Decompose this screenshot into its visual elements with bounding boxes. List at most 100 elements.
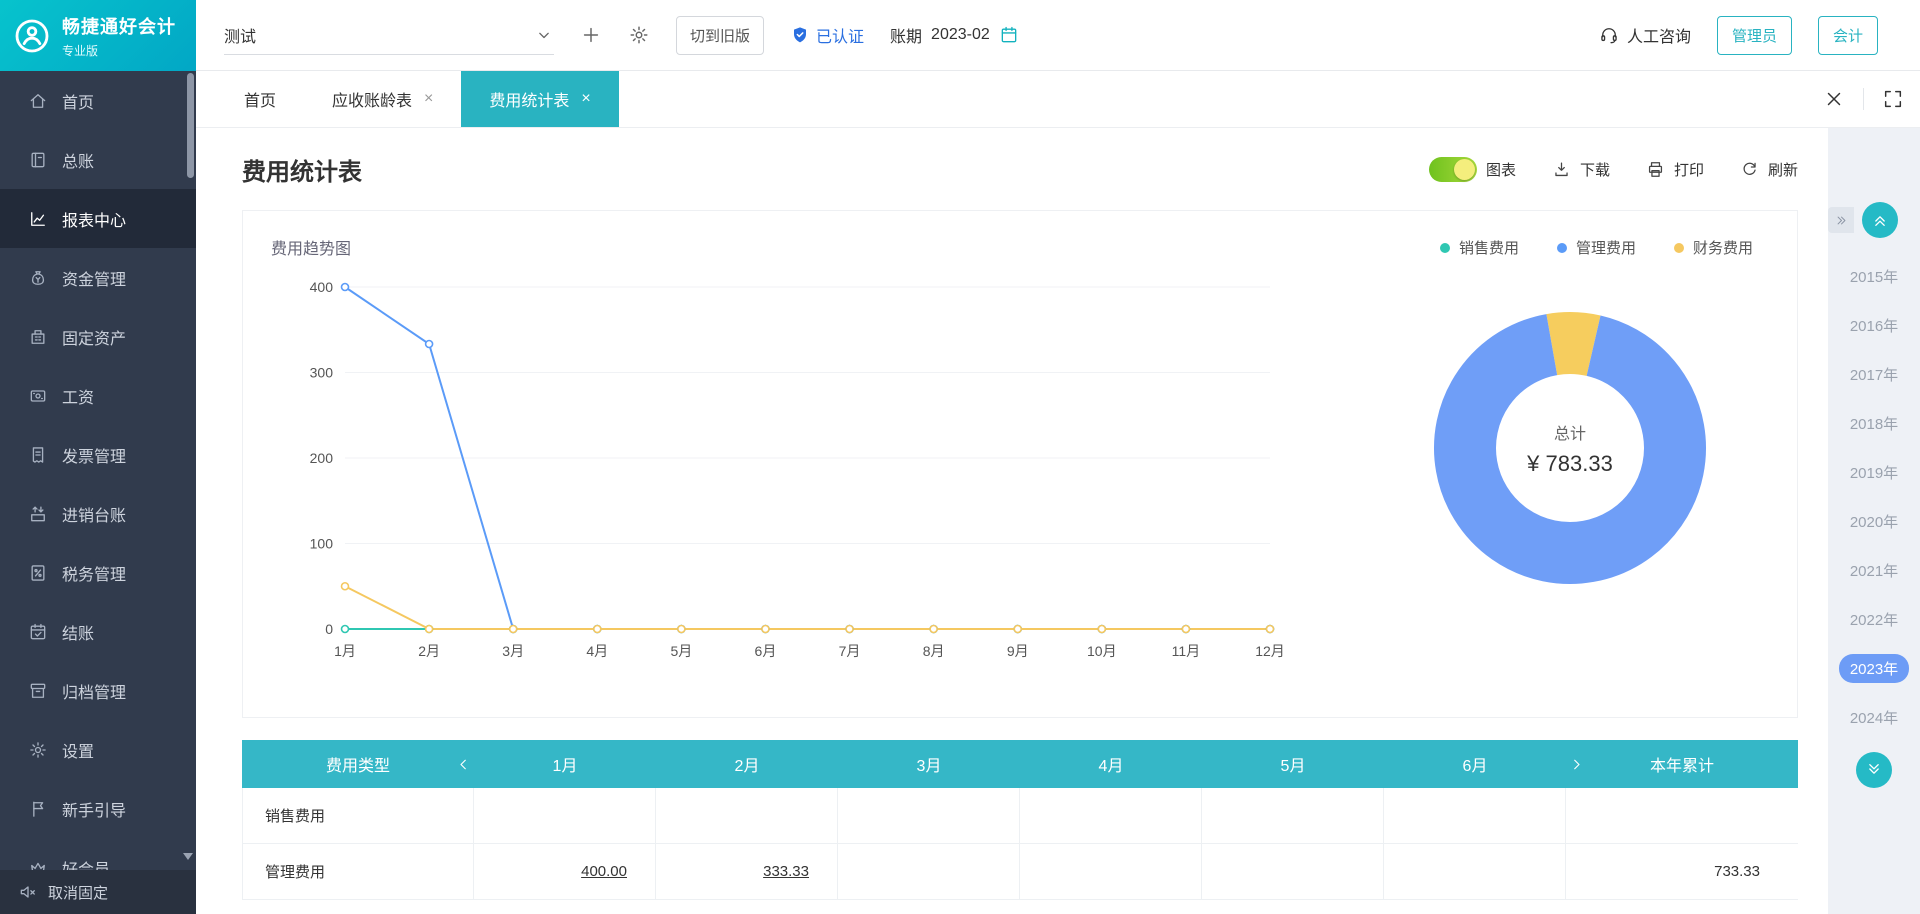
role-admin-button[interactable]: 管理员 xyxy=(1716,15,1792,55)
print-button[interactable]: 打印 xyxy=(1646,159,1704,180)
download-icon xyxy=(1552,160,1571,179)
sidebar-item-固定资产[interactable]: 固定资产 xyxy=(0,307,196,366)
legend-item-管理费用[interactable]: 管理费用 xyxy=(1556,237,1636,258)
scroll-years-down-button[interactable] xyxy=(1856,752,1892,788)
scroll-months-left-button[interactable] xyxy=(455,756,472,773)
year-2021年[interactable]: 2021年 xyxy=(1849,563,1899,580)
scroll-months-right-button[interactable] xyxy=(1568,756,1585,773)
year-2018年[interactable]: 2018年 xyxy=(1849,416,1899,433)
cell-value xyxy=(838,788,1020,843)
support-link[interactable]: 人工咨询 xyxy=(1599,23,1691,47)
unpin-button[interactable]: 取消固定 xyxy=(0,870,196,914)
legend-dot xyxy=(1673,242,1684,253)
svg-text:11月: 11月 xyxy=(1172,643,1201,659)
tab-首页[interactable]: 首页 xyxy=(216,71,304,127)
fullscreen-button[interactable] xyxy=(1882,88,1904,110)
assets-icon xyxy=(28,327,48,347)
year-2019年[interactable]: 2019年 xyxy=(1849,465,1899,482)
col-month: 5月 xyxy=(1280,758,1306,775)
accounting-period[interactable]: 账期 2023-02 xyxy=(890,23,1019,47)
certified-label: 已认证 xyxy=(816,29,865,46)
collapse-rail-button[interactable] xyxy=(1828,207,1854,233)
svg-text:10月: 10月 xyxy=(1087,643,1117,659)
legend-label: 财务费用 xyxy=(1692,240,1753,257)
refresh-icon xyxy=(1740,160,1759,179)
sidebar-item-label: 发票管理 xyxy=(62,448,127,466)
settings-button[interactable] xyxy=(628,24,650,46)
table-row-管理费用: 管理费用 400.00 333.33 733.33 xyxy=(242,844,1798,900)
legend-item-财务费用[interactable]: 财务费用 xyxy=(1673,237,1753,258)
unpin-icon xyxy=(18,882,38,902)
sidebar-item-label: 归档管理 xyxy=(62,684,127,702)
sidebar-item-设置[interactable]: 设置 xyxy=(0,720,196,779)
trend-chart-title: 费用趋势图 xyxy=(271,241,352,258)
scroll-years-up-button[interactable] xyxy=(1862,202,1898,238)
sidebar-item-新手引导[interactable]: 新手引导 xyxy=(0,779,196,838)
sidebar-item-发票管理[interactable]: 发票管理 xyxy=(0,425,196,484)
tab-应收账龄表[interactable]: 应收账龄表 × xyxy=(304,71,461,127)
settings-icon xyxy=(28,740,48,760)
inventory-icon xyxy=(28,504,48,524)
legend-item-销售费用[interactable]: 销售费用 xyxy=(1439,237,1519,258)
sidebar-item-报表中心[interactable]: 报表中心 xyxy=(0,189,196,248)
col-expense-type: 费用类型 xyxy=(242,740,474,788)
year-2022年[interactable]: 2022年 xyxy=(1849,612,1899,629)
sidebar-item-好会员[interactable]: 好会员 xyxy=(0,838,196,870)
svg-text:9月: 9月 xyxy=(1007,643,1029,659)
main-column: 测试 切到旧版 已认证 账期 2023-02 人工咨询 管理员 会计 xyxy=(196,0,1920,914)
year-list: 2015年 2016年 2017年 2018年 2019年 2020年 2021年 2022年… xyxy=(1828,252,1920,742)
svg-text:200: 200 xyxy=(310,450,334,466)
sidebar-item-归档管理[interactable]: 归档管理 xyxy=(0,661,196,720)
cell-value[interactable]: 333.33 xyxy=(656,844,838,899)
col-month: 4月 xyxy=(1098,758,1124,775)
sidebar-item-label: 结账 xyxy=(62,625,95,643)
sidebar-item-label: 资金管理 xyxy=(62,271,127,289)
tab-label: 费用统计表 xyxy=(489,93,570,110)
tax-icon xyxy=(28,563,48,583)
sidebar-item-税务管理[interactable]: 税务管理 xyxy=(0,543,196,602)
sidebar-item-首页[interactable]: 首页 xyxy=(0,71,196,130)
sidebar-item-总账[interactable]: 总账 xyxy=(0,130,196,189)
calendar-icon xyxy=(999,25,1019,45)
sidebar-scrollbar[interactable] xyxy=(187,73,194,178)
sidebar-item-结账[interactable]: 结账 xyxy=(0,602,196,661)
year-2020年[interactable]: 2020年 xyxy=(1849,514,1899,531)
row-label: 销售费用 xyxy=(242,788,474,843)
chart-toggle-switch[interactable] xyxy=(1428,156,1477,182)
tab-close-icon[interactable]: × xyxy=(424,90,434,107)
tab-费用统计表[interactable]: 费用统计表 × xyxy=(461,71,619,127)
add-button[interactable] xyxy=(580,24,602,46)
cell-value xyxy=(474,788,656,843)
cell-value xyxy=(1384,844,1566,899)
tab-close-icon[interactable]: × xyxy=(581,90,591,107)
gear-icon xyxy=(628,24,650,46)
svg-text:3月: 3月 xyxy=(502,643,524,659)
donut-chart: 总计 ¥ 783.33 xyxy=(1425,303,1715,593)
sidebar-scroll-down-icon[interactable] xyxy=(183,853,193,860)
year-2024年[interactable]: 2024年 xyxy=(1849,710,1899,727)
col-year-total: 本年累计 xyxy=(1566,740,1798,788)
year-2016年[interactable]: 2016年 xyxy=(1849,318,1899,335)
certified-badge[interactable]: 已认证 xyxy=(790,23,864,47)
sidebar-item-资金管理[interactable]: 资金管理 xyxy=(0,248,196,307)
sidebar-item-工资[interactable]: 工资 xyxy=(0,366,196,425)
svg-text:300: 300 xyxy=(310,365,334,381)
chart-toggle[interactable]: 图表 xyxy=(1428,156,1516,182)
sidebar-item-label: 工资 xyxy=(62,389,95,407)
legend-dot xyxy=(1439,242,1450,253)
brand-title: 畅捷通好会计 xyxy=(62,16,176,37)
account-select[interactable]: 测试 xyxy=(224,15,554,55)
year-2023年[interactable]: 2023年 xyxy=(1828,644,1920,693)
refresh-button[interactable]: 刷新 xyxy=(1740,159,1798,180)
chart-toggle-label: 图表 xyxy=(1485,161,1516,179)
year-2017年[interactable]: 2017年 xyxy=(1849,367,1899,384)
close-tab-button[interactable] xyxy=(1823,88,1845,110)
sidebar-item-进销台账[interactable]: 进销台账 xyxy=(0,484,196,543)
account-name: 测试 xyxy=(224,28,257,46)
download-button[interactable]: 下载 xyxy=(1552,159,1610,180)
cell-value[interactable]: 400.00 xyxy=(474,844,656,899)
role-accountant-button[interactable]: 会计 xyxy=(1817,15,1878,55)
switch-old-version-button[interactable]: 切到旧版 xyxy=(676,15,765,55)
year-selected-pill[interactable]: 2023年 xyxy=(1838,654,1910,683)
year-2015年[interactable]: 2015年 xyxy=(1849,269,1899,286)
